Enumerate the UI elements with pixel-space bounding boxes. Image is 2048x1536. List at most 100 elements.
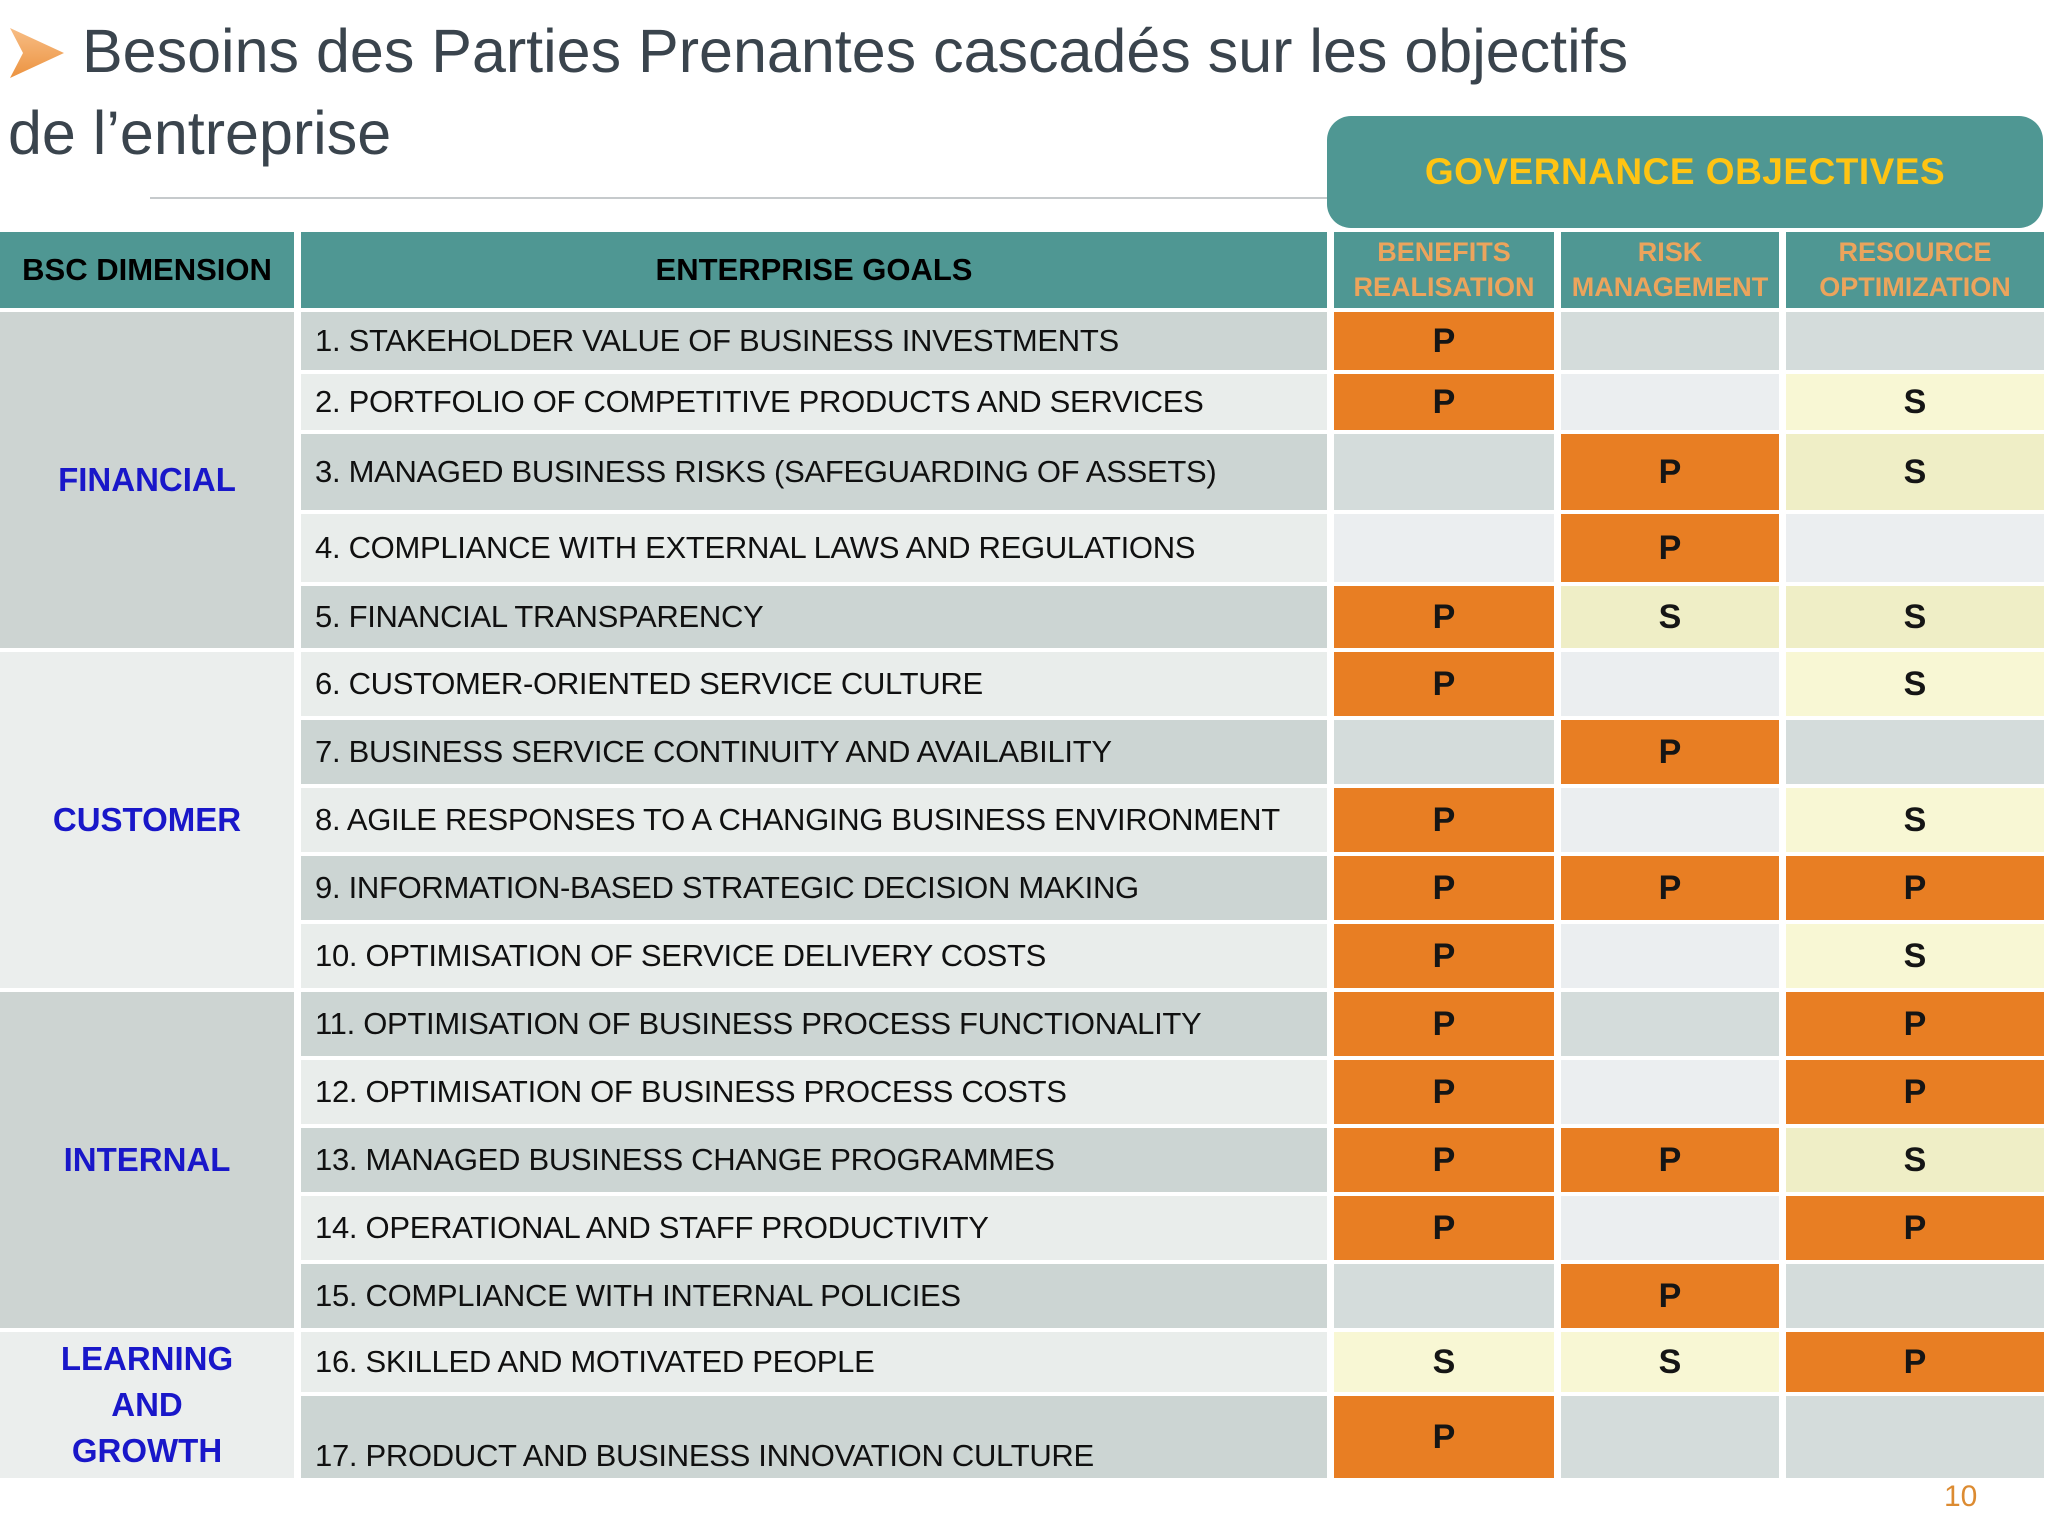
marker-cell-2-risk-management: [1561, 374, 1779, 430]
marker-cell-8-resource-optimization: S: [1786, 788, 2044, 852]
marker-cell-13-risk-management: P: [1561, 1128, 1779, 1192]
dimension-label-line: AND: [111, 1385, 183, 1423]
marker-cell-11-risk-management: [1561, 992, 1779, 1056]
marker-cell-10-risk-management: [1561, 924, 1779, 988]
marker-cell-11-benefits-realisation: P: [1334, 992, 1554, 1056]
goal-cell-7: 7. BUSINESS SERVICE CONTINUITY AND AVAIL…: [301, 720, 1327, 784]
goals-cascade-table: BSC DIMENSION ENTERPRISE GOALS BENEFITS …: [0, 232, 2044, 1478]
marker-cell-3-resource-optimization: S: [1786, 434, 2044, 510]
col-header-benefits-realisation: BENEFITS REALISATION: [1334, 232, 1554, 308]
goal-cell-10: 10. OPTIMISATION OF SERVICE DELIVERY COS…: [301, 924, 1327, 988]
marker-cell-7-resource-optimization: [1786, 720, 2044, 784]
goal-cell-1: 1. STAKEHOLDER VALUE OF BUSINESS INVESTM…: [301, 312, 1327, 370]
marker-cell-14-benefits-realisation: P: [1334, 1196, 1554, 1260]
header-line: OPTIMIZATION: [1819, 272, 2011, 302]
goal-cell-11: 11. OPTIMISATION OF BUSINESS PROCESS FUN…: [301, 992, 1327, 1056]
marker-cell-5-risk-management: S: [1561, 586, 1779, 648]
bullet-arrow-icon: [10, 28, 64, 78]
goal-cell-16: 16. SKILLED AND MOTIVATED PEOPLE: [301, 1332, 1327, 1392]
col-header-risk-management: RISK MANAGEMENT: [1561, 232, 1779, 308]
marker-cell-14-risk-management: [1561, 1196, 1779, 1260]
governance-objectives-label: GOVERNANCE OBJECTIVES: [1424, 151, 1946, 192]
marker-cell-12-risk-management: [1561, 1060, 1779, 1124]
header-line: RISK: [1637, 236, 1703, 267]
marker-cell-1-risk-management: [1561, 312, 1779, 370]
marker-cell-16-benefits-realisation: S: [1334, 1332, 1554, 1392]
header-line: BENEFITS: [1377, 236, 1511, 267]
dimension-label-line: GROWTH: [71, 1432, 223, 1470]
col-header-resource-optimization: RESOURCE OPTIMIZATION: [1786, 232, 2044, 308]
goal-cell-9: 9. INFORMATION-BASED STRATEGIC DECISION …: [301, 856, 1327, 920]
header-line: RESOURCE: [1838, 236, 1992, 267]
dimension-cell-learning-and-growth: LEARNING AND GROWTH: [0, 1332, 294, 1478]
header-line: MANAGEMENT: [1571, 272, 1769, 302]
dimension-label-line: INTERNAL: [63, 1140, 231, 1178]
dimension-cell-financial: FINANCIAL: [0, 312, 294, 648]
goal-cell-8: 8. AGILE RESPONSES TO A CHANGING BUSINES…: [301, 788, 1327, 852]
governance-objectives-banner: GOVERNANCE OBJECTIVES: [1327, 116, 2043, 228]
marker-cell-15-risk-management: P: [1561, 1264, 1779, 1328]
marker-cell-15-resource-optimization: [1786, 1264, 2044, 1328]
goal-cell-3: 3. MANAGED BUSINESS RISKS (SAFEGUARDING …: [301, 434, 1327, 510]
title-text-line2: de l’entreprise: [8, 99, 392, 167]
marker-cell-10-resource-optimization: S: [1786, 924, 2044, 988]
marker-cell-1-resource-optimization: [1786, 312, 2044, 370]
marker-cell-6-resource-optimization: S: [1786, 652, 2044, 716]
goal-cell-15: 15. COMPLIANCE WITH INTERNAL POLICIES: [301, 1264, 1327, 1328]
goal-cell-5: 5. FINANCIAL TRANSPARENCY: [301, 586, 1327, 648]
marker-cell-16-resource-optimization: P: [1786, 1332, 2044, 1392]
marker-cell-2-benefits-realisation: P: [1334, 374, 1554, 430]
marker-cell-3-risk-management: P: [1561, 434, 1779, 510]
dimension-label-line: CUSTOMER: [52, 800, 242, 838]
marker-cell-14-resource-optimization: P: [1786, 1196, 2044, 1260]
dimension-cell-customer: CUSTOMER: [0, 652, 294, 988]
dimension-cell-internal: INTERNAL: [0, 992, 294, 1328]
marker-cell-12-benefits-realisation: P: [1334, 1060, 1554, 1124]
title-text-line1: Besoins des Parties Prenantes cascadés s…: [82, 17, 1629, 85]
marker-cell-6-risk-management: [1561, 652, 1779, 716]
marker-cell-4-risk-management: P: [1561, 514, 1779, 582]
marker-cell-17-resource-optimization: [1786, 1396, 2044, 1478]
marker-cell-13-benefits-realisation: P: [1334, 1128, 1554, 1192]
goal-cell-14: 14. OPERATIONAL AND STAFF PRODUCTIVITY: [301, 1196, 1327, 1260]
title-underline: [150, 197, 1327, 199]
marker-cell-4-benefits-realisation: [1334, 514, 1554, 582]
marker-cell-5-resource-optimization: S: [1786, 586, 2044, 648]
marker-cell-16-risk-management: S: [1561, 1332, 1779, 1392]
marker-cell-8-benefits-realisation: P: [1334, 788, 1554, 852]
dimension-label-line: LEARNING: [60, 1339, 234, 1377]
marker-cell-17-risk-management: [1561, 1396, 1779, 1478]
page-title: Besoins des Parties Prenantes cascadés s…: [8, 10, 1928, 174]
title-line-2: de l’entreprise: [8, 92, 1928, 174]
goal-cell-17: 17. PRODUCT AND BUSINESS INNOVATION CULT…: [301, 1396, 1327, 1478]
marker-cell-3-benefits-realisation: [1334, 434, 1554, 510]
marker-cell-4-resource-optimization: [1786, 514, 2044, 582]
col-header-bsc-dimension: BSC DIMENSION: [0, 232, 294, 308]
marker-cell-10-benefits-realisation: P: [1334, 924, 1554, 988]
goal-cell-2: 2. PORTFOLIO OF COMPETITIVE PRODUCTS AND…: [301, 374, 1327, 430]
marker-cell-15-benefits-realisation: [1334, 1264, 1554, 1328]
goal-cell-4: 4. COMPLIANCE WITH EXTERNAL LAWS AND REG…: [301, 514, 1327, 582]
marker-cell-11-resource-optimization: P: [1786, 992, 2044, 1056]
goal-cell-13: 13. MANAGED BUSINESS CHANGE PROGRAMMES: [301, 1128, 1327, 1192]
header-line: REALISATION: [1353, 272, 1535, 302]
marker-cell-6-benefits-realisation: P: [1334, 652, 1554, 716]
goal-cell-12: 12. OPTIMISATION OF BUSINESS PROCESS COS…: [301, 1060, 1327, 1124]
marker-cell-9-risk-management: P: [1561, 856, 1779, 920]
marker-cell-8-risk-management: [1561, 788, 1779, 852]
goal-cell-6: 6. CUSTOMER-ORIENTED SERVICE CULTURE: [301, 652, 1327, 716]
marker-cell-12-resource-optimization: P: [1786, 1060, 2044, 1124]
marker-cell-9-benefits-realisation: P: [1334, 856, 1554, 920]
marker-cell-13-resource-optimization: S: [1786, 1128, 2044, 1192]
marker-cell-5-benefits-realisation: P: [1334, 586, 1554, 648]
marker-cell-9-resource-optimization: P: [1786, 856, 2044, 920]
page-number: 10: [1944, 1480, 1978, 1513]
marker-cell-17-benefits-realisation: P: [1334, 1396, 1554, 1478]
marker-cell-2-resource-optimization: S: [1786, 374, 2044, 430]
marker-cell-7-benefits-realisation: [1334, 720, 1554, 784]
title-line-1: Besoins des Parties Prenantes cascadés s…: [8, 10, 1928, 92]
col-header-enterprise-goals: ENTERPRISE GOALS: [301, 232, 1327, 308]
marker-cell-1-benefits-realisation: P: [1334, 312, 1554, 370]
dimension-label-line: FINANCIAL: [58, 460, 236, 498]
